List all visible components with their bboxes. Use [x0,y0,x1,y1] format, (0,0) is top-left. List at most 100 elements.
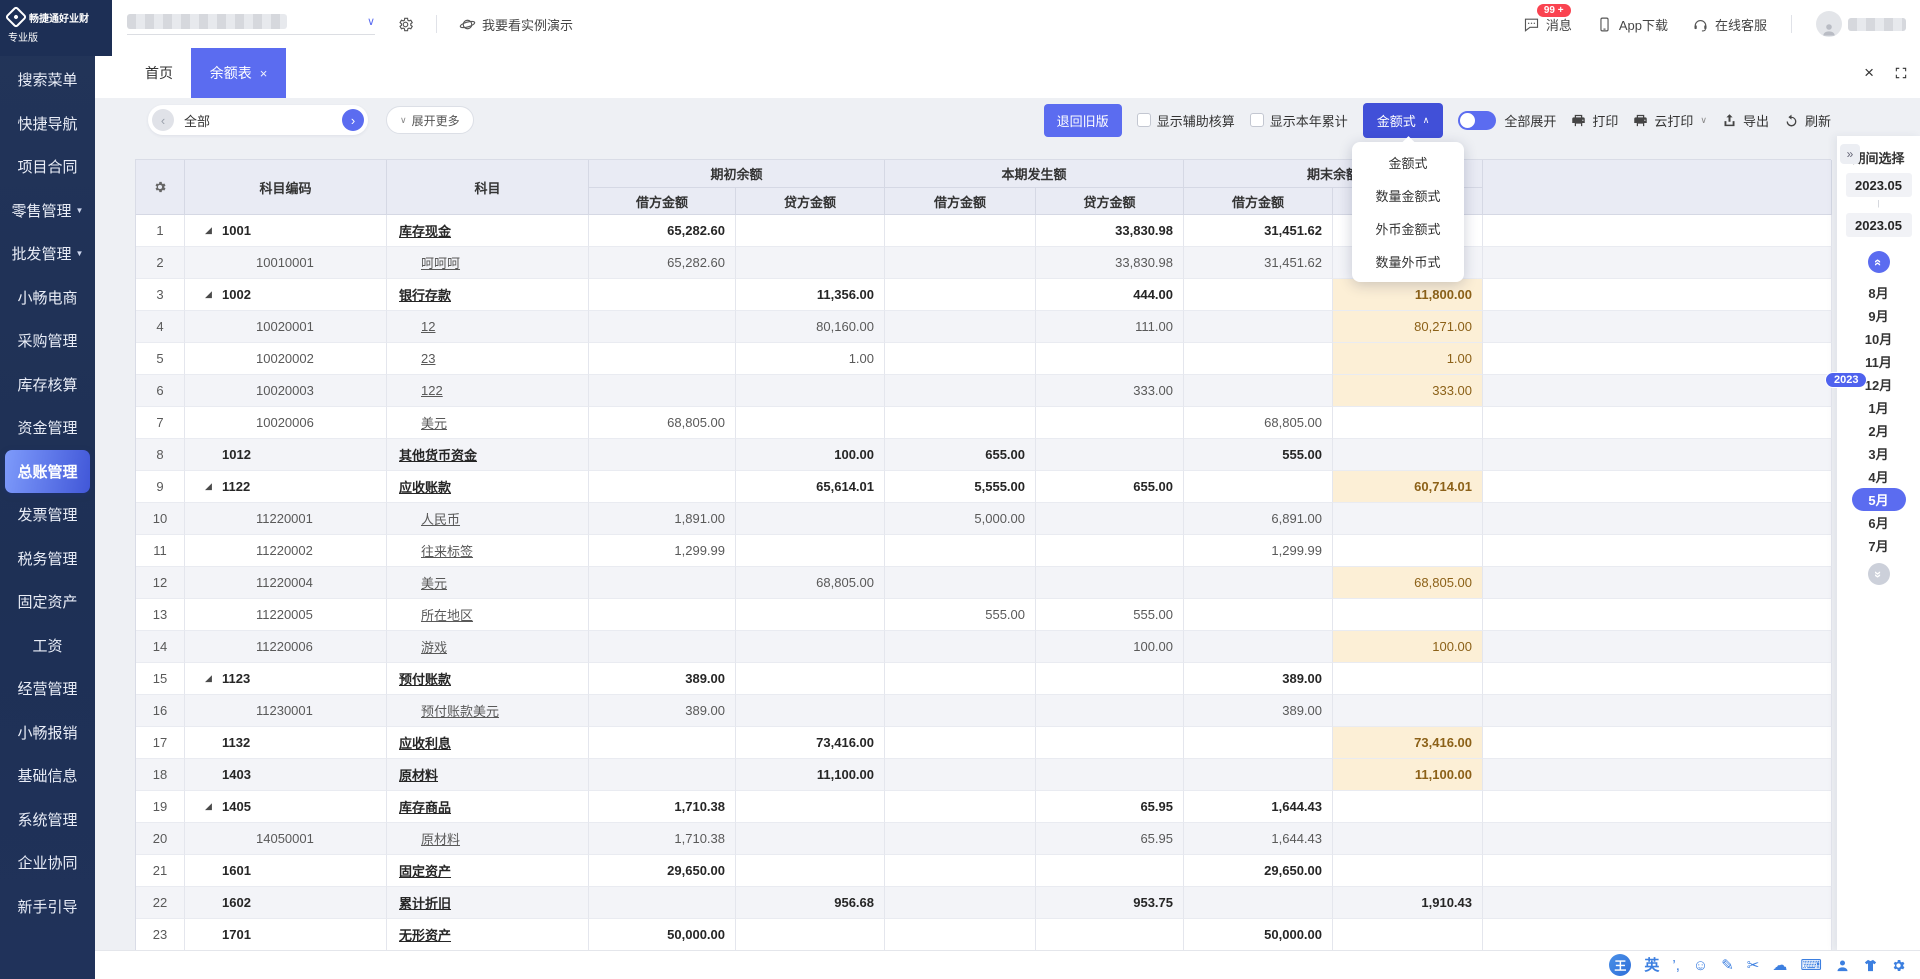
column-settings-gear-icon[interactable] [136,160,185,215]
account-name-link[interactable]: 原材料 [421,832,461,847]
account-name-link[interactable]: 人民币 [421,512,461,527]
month-item-3月[interactable]: 3月 [1868,447,1889,462]
sidebar-item-工资[interactable]: 工资 [32,637,63,655]
table-row[interactable]: 14 11220006 游戏 100.00 100.00 [135,631,1832,663]
account-name-link[interactable]: 呵呵呵 [421,256,461,271]
cloud-icon[interactable]: ☁ [1772,956,1788,974]
format-menu-item-数量外币式[interactable]: 数量外币式 [1375,255,1441,270]
close-tab-icon[interactable]: × [259,65,268,81]
table-row[interactable]: 7 10020006 美元 68,805.00 68,805.00 [135,407,1832,439]
clothes-icon[interactable] [1863,958,1878,973]
table-row[interactable]: 11 11220002 往来标签 1,299.99 1,299.99 [135,535,1832,567]
account-name-link[interactable]: 预付账款 [399,672,452,687]
sidebar-item-企业协同[interactable]: 企业协同 [17,855,78,873]
table-row[interactable]: 1 ◢ 1001 库存现金 65,282.60 33,830.98 31,451.62 [135,215,1832,247]
table-row[interactable]: 18 1403 原材料 11,100.00 11,100.00 [135,759,1832,791]
table-row[interactable]: 21 1601 固定资产 29,650.00 29,650.00 [135,855,1832,887]
account-name-link[interactable]: 库存商品 [399,800,452,815]
account-name-link[interactable]: 预付账款美元 [421,704,500,719]
keyboard-icon[interactable]: ⌨ [1800,956,1822,974]
sidebar-item-固定资产[interactable]: 固定资产 [17,594,78,612]
chevron-left-icon[interactable]: ‹ [152,109,174,131]
month-item-8月[interactable]: 8月 [1868,286,1889,301]
messages-button[interactable]: 99 + 消息 [1523,3,1572,34]
sidebar-item-项目合同[interactable]: 项目合同 [17,159,78,177]
refresh-button[interactable]: 刷新 [1784,111,1831,130]
toggle-switch[interactable] [1458,110,1497,130]
account-name-link[interactable]: 银行存款 [399,288,452,303]
table-row[interactable]: 12 11220004 美元 68,805.00 68,805.00 [135,567,1832,599]
show-auxiliary-checkbox[interactable]: 显示辅助核算 [1136,111,1235,130]
sidebar-item-零售管理[interactable]: 零售管理 ▼ [11,202,84,220]
amount-format-dropdown-button[interactable]: 金额式 ∧ [1362,102,1444,138]
fullscreen-icon[interactable] [1894,66,1908,80]
sidebar-item-发票管理[interactable]: 发票管理 [17,507,78,525]
sidebar-item-库存核算[interactable]: 库存核算 [17,376,78,394]
account-name-link[interactable]: 累计折旧 [399,896,452,911]
user-profile[interactable] [1816,11,1906,37]
sidebar-item-新手引导[interactable]: 新手引导 [17,898,78,916]
table-row[interactable]: 16 11230001 预付账款美元 389.00 389.00 [135,695,1832,727]
scroll-months-up-button[interactable]: « [1867,251,1890,273]
sidebar-item-总账管理[interactable]: 总账管理 [5,449,90,493]
print-button[interactable]: 打印 [1571,111,1618,130]
month-item-5月[interactable]: 5月 [1851,488,1906,511]
format-menu-item-数量金额式[interactable]: 数量金额式 [1375,189,1441,204]
sidebar-item-小畅报销[interactable]: 小畅报销 [17,724,78,742]
month-item-6月[interactable]: 6月 [1868,516,1889,531]
account-name-link[interactable]: 12 [421,319,436,334]
account-name-link[interactable]: 其他货币资金 [399,448,478,463]
table-row[interactable]: 13 11220005 所在地区 555.00 555.00 [135,599,1832,631]
account-name-link[interactable]: 应收利息 [399,736,452,751]
expand-triangle-icon[interactable]: ◢ [205,481,212,491]
person-icon[interactable] [1835,958,1850,973]
expand-triangle-icon[interactable]: ◢ [205,801,212,811]
ime-english-mode[interactable]: 英 [1644,956,1660,974]
subject-scope-select[interactable]: ‹ 全部 › [148,105,368,135]
table-row[interactable]: 9 ◢ 1122 应收账款 65,614.01 5,555.00 655.00 60,714.… [135,471,1832,503]
account-name-link[interactable]: 美元 [421,416,448,431]
emoji-icon[interactable]: ☺ [1692,956,1709,974]
table-row[interactable]: 5 10020002 23 1.00 1.00 [135,343,1832,375]
export-button[interactable]: 导出 [1722,111,1769,130]
scroll-months-down-button[interactable]: » [1867,563,1890,585]
account-name-link[interactable]: 所在地区 [421,608,474,623]
month-item-2月[interactable]: 2月 [1868,424,1889,439]
chevron-right-icon[interactable]: › [342,109,364,131]
period-to[interactable]: 2023.05 [1845,213,1912,237]
company-selector[interactable]: ∨ [127,13,375,35]
format-menu-item-外币金额式[interactable]: 外币金额式 [1375,222,1441,237]
sidebar-item-小畅电商[interactable]: 小畅电商 [17,289,78,307]
account-name-link[interactable]: 应收账款 [399,480,452,495]
sidebar-item-基础信息[interactable]: 基础信息 [17,768,78,786]
account-name-link[interactable]: 美元 [421,576,448,591]
online-support-button[interactable]: 在线客服 [1692,15,1767,34]
table-row[interactable]: 3 ◢ 1002 银行存款 11,356.00 444.00 11,800.00 [135,279,1832,311]
month-item-4月[interactable]: 4月 [1868,470,1889,485]
table-row[interactable]: 17 1132 应收利息 73,416.00 73,416.00 [135,727,1832,759]
close-all-tabs-icon[interactable]: × [1864,63,1874,82]
sidebar-item-系统管理[interactable]: 系统管理 [17,811,78,829]
account-name-link[interactable]: 库存现金 [399,224,452,239]
pen-icon[interactable]: ✎ [1721,956,1734,974]
sidebar-item-经营管理[interactable]: 经营管理 [17,681,78,699]
sidebar-item-采购管理[interactable]: 采购管理 [17,333,78,351]
format-menu-item-金额式[interactable]: 金额式 [1388,156,1428,171]
account-name-link[interactable]: 122 [421,383,443,398]
account-name-link[interactable]: 游戏 [421,640,448,655]
account-name-link[interactable]: 原材料 [399,768,439,783]
expand-triangle-icon[interactable]: ◢ [205,225,212,235]
settings-gear-icon[interactable] [397,16,414,33]
demo-link[interactable]: 我要看实例演示 [459,15,573,34]
month-item-12月[interactable]: 12月 [1864,378,1893,393]
app-download-button[interactable]: App下载 [1596,15,1668,34]
period-from[interactable]: 2023.05 [1845,173,1912,197]
table-row[interactable]: 6 10020003 122 333.00 333.00 [135,375,1832,407]
sidebar-item-资金管理[interactable]: 资金管理 [17,420,78,438]
sidebar-item-税务管理[interactable]: 税务管理 [17,550,78,568]
expand-triangle-icon[interactable]: ◢ [205,673,212,683]
month-item-10月[interactable]: 10月 [1864,332,1893,347]
table-row[interactable]: 10 11220001 人民币 1,891.00 5,000.00 6,891.00 [135,503,1832,535]
scissors-icon[interactable]: ✂ [1746,956,1760,974]
account-name-link[interactable]: 无形资产 [399,928,452,943]
